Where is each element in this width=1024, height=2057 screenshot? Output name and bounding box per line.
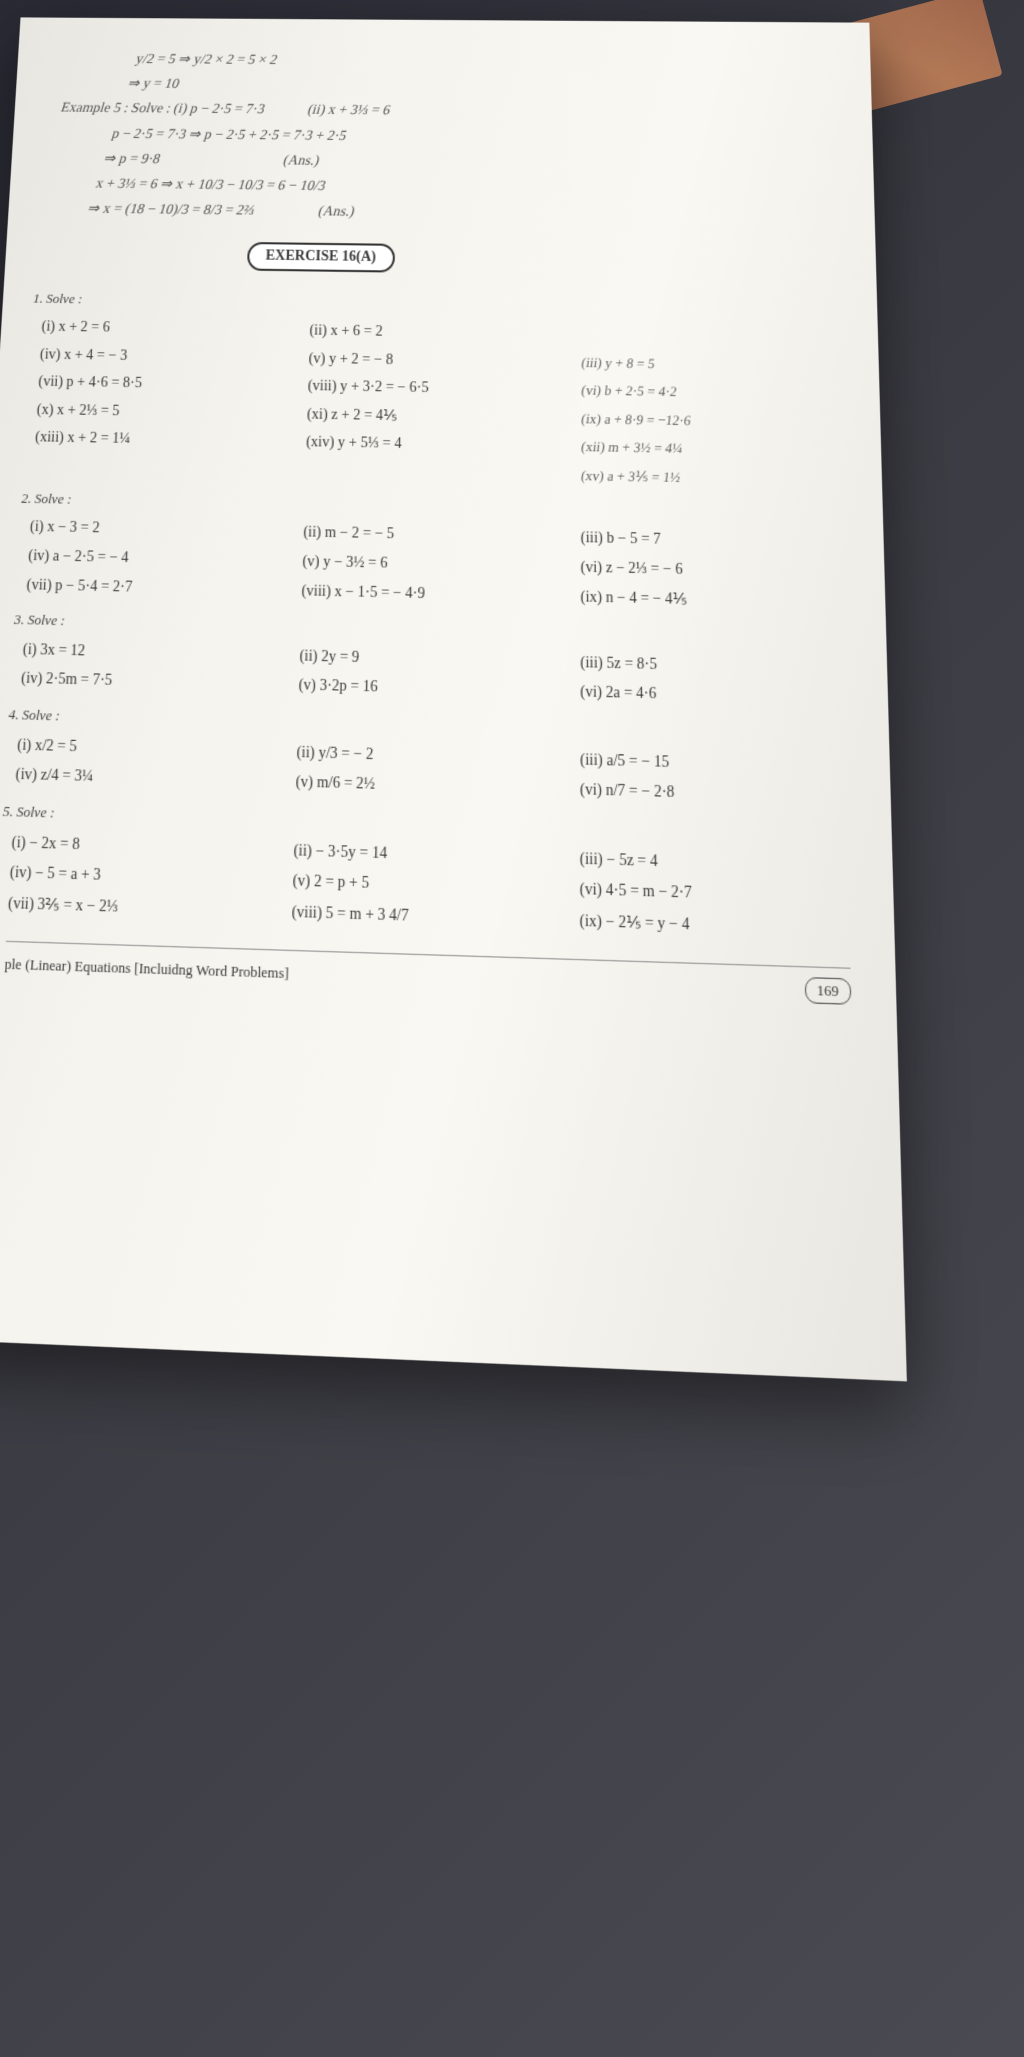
problem <box>579 322 837 354</box>
problem: (ii) x + 6 = 2 <box>309 318 573 350</box>
problem: (viii) y + 3·2 = − 6·5 <box>307 373 572 405</box>
problem: (iv) z/4 = 3¼ <box>15 761 288 799</box>
page-footer: ple (Linear) Equations [Incluidng Word P… <box>4 941 852 1005</box>
problem: (vii) p − 5·4 = 2·7 <box>26 571 294 606</box>
problem: (vi) 2a = 4·6 <box>580 679 844 716</box>
problem: (iii) y + 8 = 5 <box>579 350 838 382</box>
textbook-page: y/2 = 5 ⇒ y/2 × 2 = 5 × 2 ⇒ y = 10 Examp… <box>0 17 907 1381</box>
problem: (v) m/6 = 2½ <box>295 769 571 807</box>
problem: (vi) n/7 = − 2·8 <box>580 776 847 814</box>
page-number: 169 <box>804 977 851 1005</box>
problem: (xv) a + 3⅕ = 1½ <box>579 463 841 494</box>
problem: (v) y + 2 = − 8 <box>308 346 573 378</box>
problem <box>33 453 297 484</box>
worked-solution: y/2 = 5 ⇒ y/2 × 2 = 5 × 2 ⇒ y = 10 Examp… <box>24 47 853 231</box>
problem: (viii) x − 1·5 = − 4·9 <box>301 577 572 612</box>
problems-container: 1. Solve : (i) x + 2 = 6 (ii) x + 6 = 2 … <box>7 287 850 947</box>
chapter-title: ple (Linear) Equations [Incluidng Word P… <box>4 955 289 983</box>
problem <box>305 458 573 490</box>
problem: (iv) 2·5m = 7·5 <box>20 665 290 701</box>
problem: (ix) n − 4 = − 4⅕ <box>580 583 842 618</box>
problem: (i) x + 2 = 6 <box>41 314 302 345</box>
problem: (v) 3·2p = 16 <box>298 672 572 709</box>
problem: (vii) p + 4·6 = 8·5 <box>38 369 300 401</box>
exercise-heading: EXERCISE 16(A) <box>247 242 395 273</box>
problem: (iv) x + 4 = − 3 <box>39 342 301 374</box>
problem: (vi) b + 2·5 = 4·2 <box>579 378 839 410</box>
problem: (xii) m + 3½ = 4¼ <box>579 434 840 467</box>
